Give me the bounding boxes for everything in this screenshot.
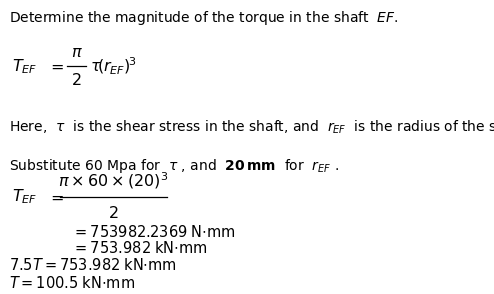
Text: $\pi$: $\pi$ — [71, 44, 82, 60]
Text: $=$: $=$ — [47, 189, 64, 205]
Text: $=753982.2369\;\mathrm{N{\cdot}mm}$: $=753982.2369\;\mathrm{N{\cdot}mm}$ — [72, 224, 235, 240]
Text: $\pi\times60\times\left(20\right)^{3}$: $\pi\times60\times\left(20\right)^{3}$ — [58, 171, 169, 191]
Text: $2$: $2$ — [108, 205, 119, 221]
Text: Determine the magnitude of the torque in the shaft  $\mathit{EF}$.: Determine the magnitude of the torque in… — [9, 9, 398, 27]
Text: $2$: $2$ — [71, 72, 82, 88]
Text: $T_{EF}$: $T_{EF}$ — [12, 188, 38, 206]
Text: $=$: $=$ — [47, 59, 64, 74]
Text: Here,  $\tau$  is the shear stress in the shaft, and  $r_{EF}$  is the radius of: Here, $\tau$ is the shear stress in the … — [9, 118, 494, 136]
Text: $T=100.5\;\mathrm{kN{\cdot}mm}$: $T=100.5\;\mathrm{kN{\cdot}mm}$ — [9, 275, 135, 291]
Text: $\tau\!\left(r_{EF}\right)^{\!3}$: $\tau\!\left(r_{EF}\right)^{\!3}$ — [90, 56, 136, 77]
Text: $T_{EF}$: $T_{EF}$ — [12, 57, 38, 76]
Text: $7.5T=753.982\;\mathrm{kN{\cdot}mm}$: $7.5T=753.982\;\mathrm{kN{\cdot}mm}$ — [9, 257, 177, 273]
Text: Substitute 60 Mpa for  $\tau$ , and  $\mathbf{20\,mm}$  for  $r_{EF}$ .: Substitute 60 Mpa for $\tau$ , and $\mat… — [9, 157, 339, 175]
Text: $=753.982\;\mathrm{kN{\cdot}mm}$: $=753.982\;\mathrm{kN{\cdot}mm}$ — [72, 240, 207, 256]
